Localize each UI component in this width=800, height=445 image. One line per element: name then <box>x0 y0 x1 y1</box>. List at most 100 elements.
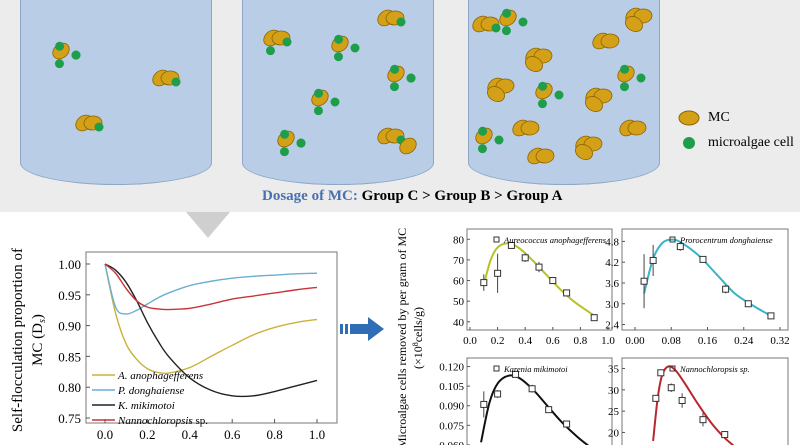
dosage-diagram-panel: MC microalgae cell Dosage of MC: Group C… <box>0 0 800 212</box>
legend-microalgae-label: microalgae cell <box>708 135 794 150</box>
y-tick-label: 4.2 <box>605 257 619 269</box>
microalgae-cell <box>330 97 340 107</box>
microalgae-cell <box>390 64 400 74</box>
x-tick-label: 0.16 <box>698 335 718 347</box>
data-point <box>699 255 707 263</box>
microalgae-cell <box>502 8 512 18</box>
microalgae-cell <box>279 147 289 157</box>
legend-marker-0 <box>493 236 500 243</box>
x-tick-label: 0.4 <box>518 335 532 347</box>
y-tick-label: 25 <box>608 406 620 418</box>
x-tick-label: 0.2 <box>139 427 155 442</box>
microalgae-cell <box>619 82 629 92</box>
y-tick-label: 1.00 <box>58 257 81 272</box>
data-point <box>563 420 571 428</box>
microalgae-cell <box>350 43 360 53</box>
mc-particle <box>535 148 555 164</box>
panel-frame-2 <box>466 357 613 445</box>
data-point <box>549 277 557 285</box>
mc-particle <box>575 144 593 160</box>
mc-particle <box>520 120 540 136</box>
series-line-2 <box>104 263 318 398</box>
y-tick-label: 0.120 <box>439 362 464 374</box>
microalgae-cell <box>389 82 399 92</box>
microalgae-cell <box>537 99 547 109</box>
series-line-3 <box>104 263 318 311</box>
mc-particle <box>600 33 620 49</box>
removal-efficiency-charts: 40 50 60 70 80 0.0 0.2 0.4 0.6 0.8 1.0 Aureococcus … <box>395 228 790 445</box>
y-tick-label: 70 <box>453 255 465 267</box>
mc-particle-icon <box>678 110 700 126</box>
panel-legend-1: Prorocentrum donghaiense <box>679 235 773 245</box>
panel-legend-0: Aureococcus anophagefferens <box>503 235 607 245</box>
microalgae-cell <box>518 17 528 27</box>
data-point <box>699 416 707 424</box>
x-tick-label: 1.0 <box>601 335 615 347</box>
data-point <box>676 243 684 251</box>
panel-frame-3 <box>621 357 789 445</box>
microalgae-cell <box>280 129 290 139</box>
legend-label-2: K. mikimotoi <box>117 400 175 412</box>
data-point <box>722 285 730 293</box>
shared-y-label: Microalgae cells removed by per gram of … <box>395 228 409 445</box>
data-point <box>590 314 598 322</box>
microalgae-cell <box>54 59 64 69</box>
microalgae-cell <box>94 122 104 132</box>
fit-curve-2 <box>480 374 590 445</box>
y-tick-label: 3.0 <box>605 299 619 311</box>
data-point <box>528 385 536 393</box>
microalgae-cell <box>501 26 511 36</box>
x-tick-label: 0.00 <box>625 335 645 347</box>
mc-particle <box>627 120 647 136</box>
panel-frame-0 <box>466 228 613 331</box>
legend-marker-2 <box>493 365 500 372</box>
microalgae-cell <box>554 90 564 100</box>
legend-mc: MC <box>678 110 730 126</box>
legend-microalgae: microalgae cell <box>678 135 794 151</box>
data-point <box>721 431 729 439</box>
mc-particle <box>585 96 603 112</box>
microalgae-cell <box>396 17 406 27</box>
microalgae-cell <box>71 50 81 60</box>
microalgae-cell <box>538 81 548 91</box>
x-tick-label: 0.6 <box>546 335 560 347</box>
x-tick-label: 1.0 <box>309 427 325 442</box>
series-line-1 <box>104 263 318 315</box>
y-tick-label: 60 <box>453 276 465 288</box>
microalgae-cell <box>491 23 501 33</box>
data-point <box>494 269 502 277</box>
y-tick-label: 35 <box>608 364 620 376</box>
particles-layer <box>52 7 653 165</box>
mc-particle <box>399 137 417 155</box>
x-tick-label: 0.0 <box>97 427 113 442</box>
right-arrow-icon <box>340 317 384 341</box>
fit-curve-3 <box>652 365 735 445</box>
data-point <box>563 289 571 297</box>
data-point <box>521 254 529 262</box>
microalgae-cell <box>171 77 181 87</box>
data-point <box>494 390 502 398</box>
y-tick-label: 0.75 <box>58 411 81 426</box>
legend-label-1: P. donghaiense <box>117 385 185 397</box>
y-axis-label-line1: Self-flocculation proportion of <box>10 248 26 432</box>
mc-particle <box>487 86 505 102</box>
y-axis-label-end: ) <box>30 314 46 319</box>
y-tick-label: 0.80 <box>58 380 81 395</box>
microalgae-cell <box>282 37 292 47</box>
x-tick-label: 0.0 <box>463 335 477 347</box>
data-point <box>667 384 675 392</box>
plot-frame <box>85 251 338 424</box>
microalgae-cell <box>55 41 65 51</box>
y-tick-label: 80 <box>453 234 465 246</box>
legend-marker-1 <box>669 236 676 243</box>
mc-particle <box>525 56 543 72</box>
y-tick-label: 4.8 <box>605 236 619 248</box>
y-tick-label: 0.85 <box>58 349 81 364</box>
shared-y-unit: (×108cells/g) <box>411 307 425 369</box>
y-axis-label-line2-text: MC (D <box>30 323 46 366</box>
panel-legend-2: Karenia mikimotoi <box>503 364 568 374</box>
series-line-0 <box>104 263 318 375</box>
beaker-group-a <box>20 0 212 185</box>
y-tick-label: 2.4 <box>605 320 619 332</box>
y-tick-label: 30 <box>608 385 620 397</box>
